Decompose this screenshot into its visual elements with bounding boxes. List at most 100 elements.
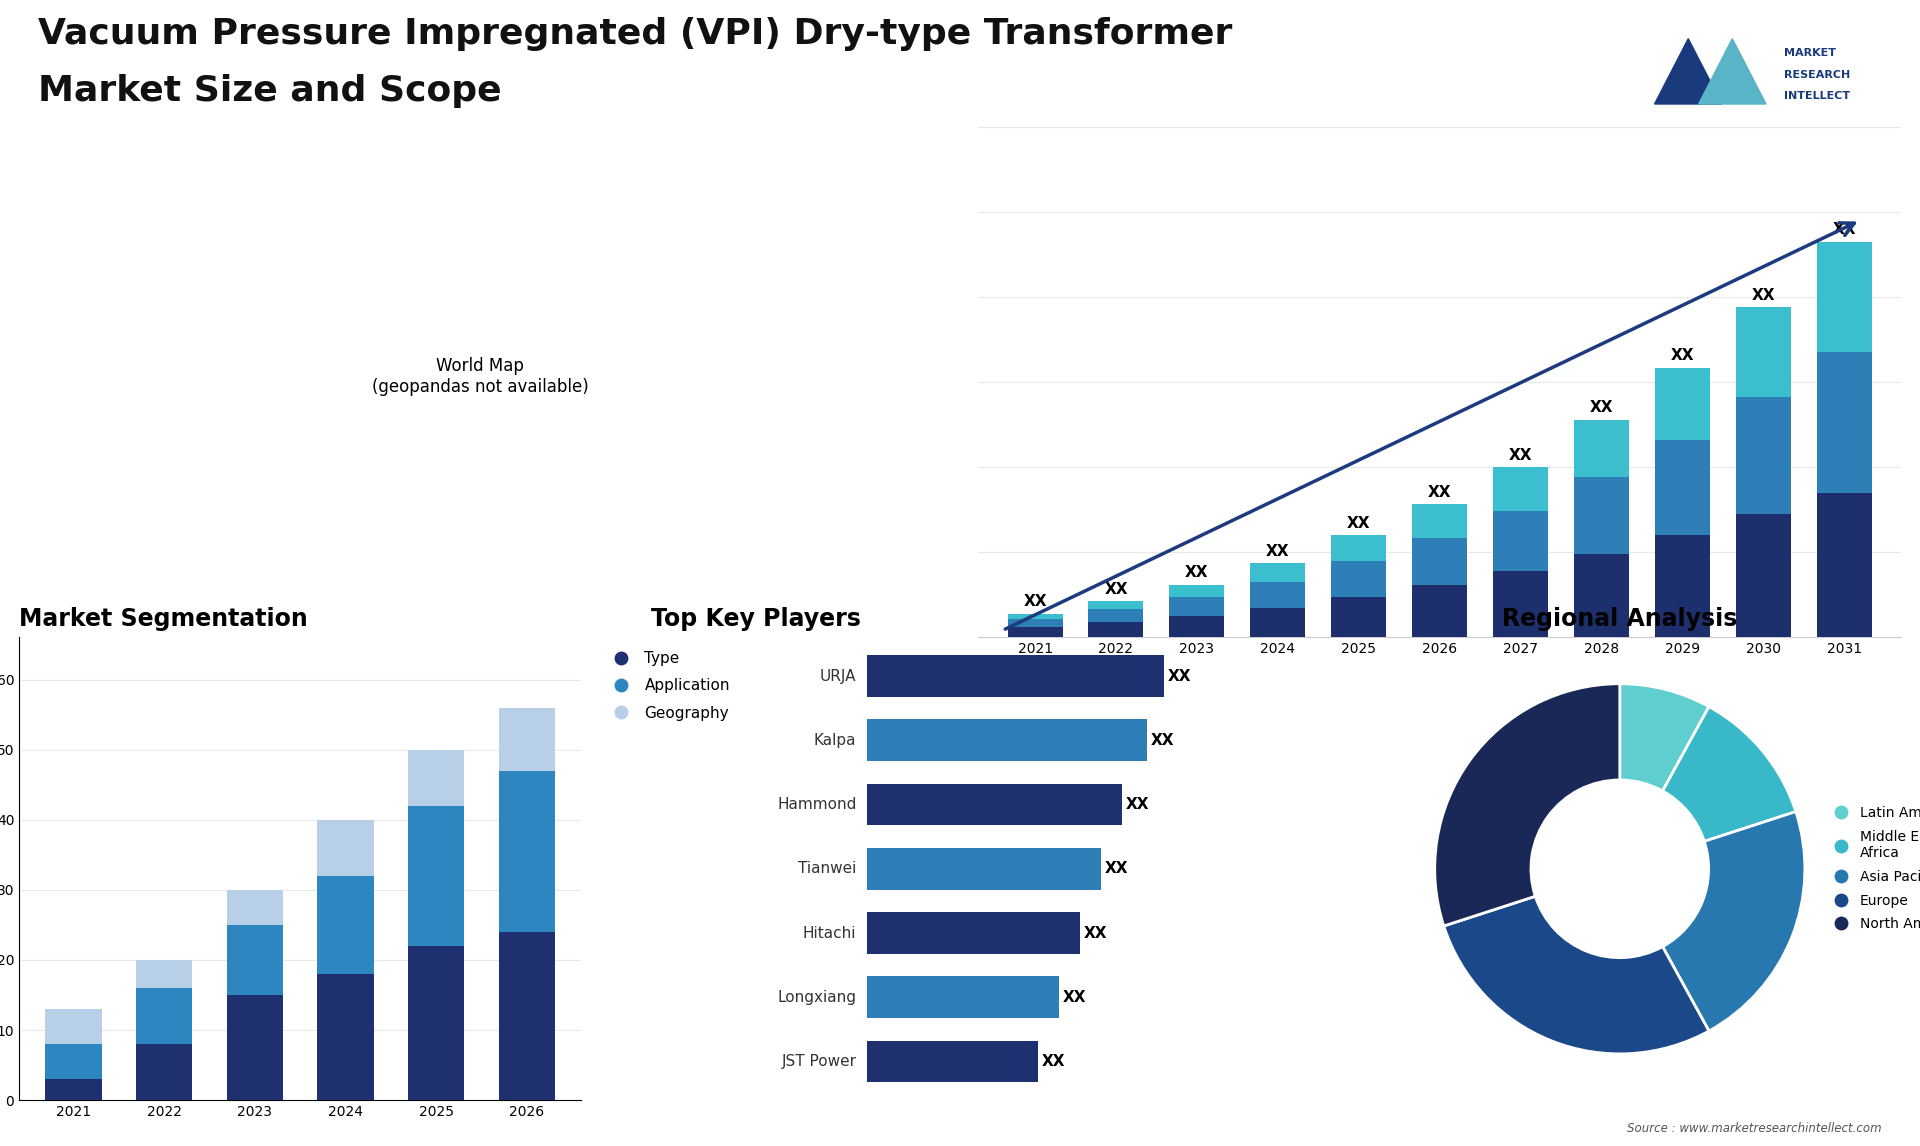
Wedge shape — [1663, 811, 1805, 1031]
Text: Top Key Players: Top Key Players — [651, 607, 860, 631]
Text: XX: XX — [1043, 1054, 1066, 1069]
Bar — [317, 974, 374, 1100]
Bar — [868, 784, 1123, 825]
Bar — [1089, 622, 1144, 637]
Bar — [1816, 242, 1872, 352]
Bar — [1574, 478, 1628, 554]
Bar — [227, 889, 282, 925]
Text: JST Power: JST Power — [781, 1054, 856, 1069]
Text: XX: XX — [1104, 862, 1129, 877]
Text: XX: XX — [1509, 448, 1532, 463]
Bar — [868, 656, 1164, 697]
Text: XX: XX — [1265, 544, 1290, 559]
Bar — [1250, 582, 1306, 607]
Text: XX: XX — [1125, 798, 1150, 813]
Text: RESEARCH: RESEARCH — [1784, 70, 1851, 79]
Text: Market Segmentation: Market Segmentation — [19, 607, 307, 631]
Bar — [1169, 617, 1225, 637]
Legend: Type, Application, Geography: Type, Application, Geography — [601, 645, 735, 727]
Legend: Latin America, Middle East &
Africa, Asia Pacific, Europe, North America: Latin America, Middle East & Africa, Asi… — [1820, 801, 1920, 937]
Text: XX: XX — [1085, 926, 1108, 941]
Bar — [1411, 504, 1467, 537]
Bar — [136, 1044, 192, 1100]
Text: Tianwei: Tianwei — [799, 862, 856, 877]
Bar — [1008, 619, 1062, 627]
Bar — [1655, 440, 1711, 535]
Bar — [1655, 368, 1711, 440]
Bar — [1736, 397, 1791, 515]
Text: XX: XX — [1670, 348, 1693, 363]
Text: XX: XX — [1150, 732, 1173, 748]
Bar — [1008, 627, 1062, 637]
Bar — [868, 848, 1102, 889]
Text: URJA: URJA — [820, 668, 856, 683]
Bar — [46, 1044, 102, 1080]
Bar — [1008, 613, 1062, 619]
Bar — [1411, 584, 1467, 637]
Bar — [1494, 468, 1548, 511]
Bar — [868, 720, 1146, 761]
Text: XX: XX — [1023, 595, 1046, 610]
Bar — [868, 976, 1060, 1019]
Bar — [1574, 419, 1628, 478]
Text: World Map
(geopandas not available): World Map (geopandas not available) — [372, 356, 589, 395]
Text: XX: XX — [1590, 400, 1613, 415]
Bar — [1494, 511, 1548, 571]
Bar — [1089, 601, 1144, 610]
Text: Source : www.marketresearchintellect.com: Source : www.marketresearchintellect.com — [1626, 1122, 1882, 1135]
Text: MARKET: MARKET — [1784, 48, 1836, 57]
Bar — [1816, 493, 1872, 637]
Bar — [1736, 515, 1791, 637]
Text: Hitachi: Hitachi — [803, 926, 856, 941]
Bar — [1494, 571, 1548, 637]
Title: Regional Analysis: Regional Analysis — [1501, 607, 1738, 631]
Bar — [409, 945, 465, 1100]
Bar — [1331, 535, 1386, 560]
Wedge shape — [1434, 684, 1620, 926]
Bar — [499, 707, 555, 770]
Wedge shape — [1663, 707, 1795, 841]
Text: XX: XX — [1167, 668, 1190, 683]
Text: XX: XX — [1064, 990, 1087, 1005]
Bar — [1736, 307, 1791, 397]
Polygon shape — [1699, 39, 1766, 104]
Bar — [136, 988, 192, 1044]
Bar — [1169, 597, 1225, 617]
Bar — [868, 912, 1081, 953]
Bar — [227, 995, 282, 1100]
Bar — [1089, 610, 1144, 622]
Bar — [868, 1041, 1039, 1083]
Bar — [1574, 554, 1628, 637]
Text: Market Size and Scope: Market Size and Scope — [38, 73, 501, 108]
Text: Hammond: Hammond — [778, 798, 856, 813]
Bar — [1250, 564, 1306, 582]
Wedge shape — [1620, 684, 1709, 791]
Bar — [499, 932, 555, 1100]
Text: XX: XX — [1832, 222, 1857, 237]
Bar — [317, 819, 374, 876]
Bar — [409, 749, 465, 806]
Bar — [1250, 607, 1306, 637]
Bar — [1331, 560, 1386, 597]
Bar — [317, 876, 374, 974]
Bar — [1411, 537, 1467, 584]
Bar — [499, 770, 555, 932]
Text: INTELLECT: INTELLECT — [1784, 92, 1851, 101]
Bar — [46, 1080, 102, 1100]
Bar — [1331, 597, 1386, 637]
Bar — [46, 1008, 102, 1044]
Bar — [409, 806, 465, 945]
Text: XX: XX — [1751, 288, 1774, 303]
Text: Vacuum Pressure Impregnated (VPI) Dry-type Transformer: Vacuum Pressure Impregnated (VPI) Dry-ty… — [38, 17, 1233, 50]
Text: XX: XX — [1185, 565, 1210, 580]
Bar — [1816, 352, 1872, 493]
Text: Kalpa: Kalpa — [814, 732, 856, 748]
Text: XX: XX — [1104, 582, 1127, 597]
Bar — [1655, 535, 1711, 637]
Bar — [1169, 584, 1225, 597]
Text: XX: XX — [1428, 485, 1452, 500]
Bar — [227, 925, 282, 995]
Bar — [136, 960, 192, 988]
Wedge shape — [1444, 896, 1709, 1054]
Text: Longxiang: Longxiang — [778, 990, 856, 1005]
